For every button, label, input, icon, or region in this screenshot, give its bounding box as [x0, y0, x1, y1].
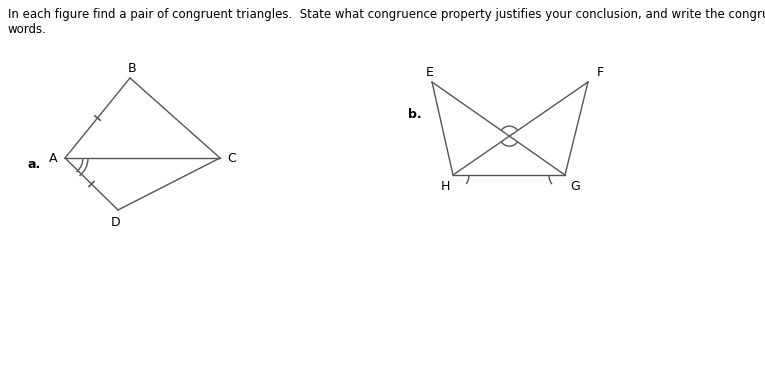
- Text: E: E: [426, 66, 434, 78]
- Text: b.: b.: [408, 109, 422, 122]
- Text: B: B: [128, 62, 136, 75]
- Text: H: H: [441, 181, 450, 194]
- Text: G: G: [570, 181, 580, 194]
- Text: a.: a.: [28, 159, 41, 172]
- Text: A: A: [49, 151, 57, 164]
- Text: C: C: [228, 151, 236, 164]
- Text: F: F: [597, 66, 604, 78]
- Text: In each figure find a pair of congruent triangles.  State what congruence proper: In each figure find a pair of congruent …: [8, 8, 765, 36]
- Text: D: D: [111, 216, 121, 229]
